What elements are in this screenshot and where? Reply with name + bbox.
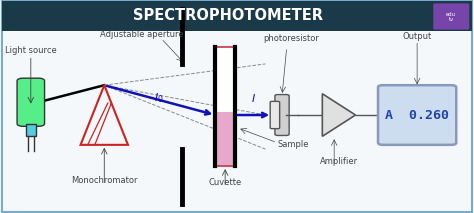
Text: photoresistor: photoresistor	[264, 34, 319, 43]
Bar	[215, 47, 235, 166]
Text: edu
tv: edu tv	[446, 12, 456, 22]
Text: Adjustable aperture: Adjustable aperture	[100, 30, 184, 39]
FancyBboxPatch shape	[270, 101, 280, 129]
FancyBboxPatch shape	[275, 95, 289, 135]
FancyBboxPatch shape	[17, 78, 45, 126]
FancyBboxPatch shape	[378, 85, 456, 145]
Text: A  0.260: A 0.260	[385, 108, 449, 122]
Text: Sample: Sample	[277, 140, 309, 149]
Text: Amplifier: Amplifier	[320, 157, 358, 166]
Bar	[215, 112, 235, 166]
Text: Output: Output	[402, 32, 432, 41]
Bar	[2, 1, 472, 31]
Text: Light source: Light source	[5, 46, 57, 55]
Text: $I_0$: $I_0$	[154, 91, 164, 105]
FancyBboxPatch shape	[433, 3, 469, 30]
Polygon shape	[322, 94, 356, 136]
Text: Cuvette: Cuvette	[209, 178, 242, 187]
Text: Monochromator: Monochromator	[71, 176, 137, 185]
Text: $I$: $I$	[251, 92, 256, 104]
Text: SPECTROPHOTOMETER: SPECTROPHOTOMETER	[133, 9, 322, 23]
Bar	[26, 124, 36, 136]
Bar	[215, 47, 235, 112]
